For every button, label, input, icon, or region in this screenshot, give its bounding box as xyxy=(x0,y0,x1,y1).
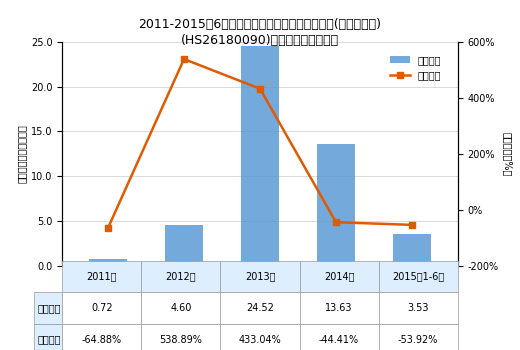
Text: 2011-2015年6月其他的冶炼钢铁产生的粒状熔渣(包括熔渣砂): 2011-2015年6月其他的冶炼钢铁产生的粒状熔渣(包括熔渣砂) xyxy=(138,19,382,32)
Bar xyxy=(317,144,355,266)
Text: (HS26180090)出口总额及增速统计: (HS26180090)出口总额及增速统计 xyxy=(181,34,339,47)
Y-axis label: 同比增长（%）: 同比增长（%） xyxy=(503,132,513,176)
Bar xyxy=(165,225,203,266)
Legend: 出口金额, 同比增长: 出口金额, 同比增长 xyxy=(386,51,445,84)
Y-axis label: 出口金额（百万美元）: 出口金额（百万美元） xyxy=(17,125,27,183)
Bar xyxy=(393,234,431,266)
Bar xyxy=(89,259,127,266)
Bar xyxy=(241,46,279,266)
